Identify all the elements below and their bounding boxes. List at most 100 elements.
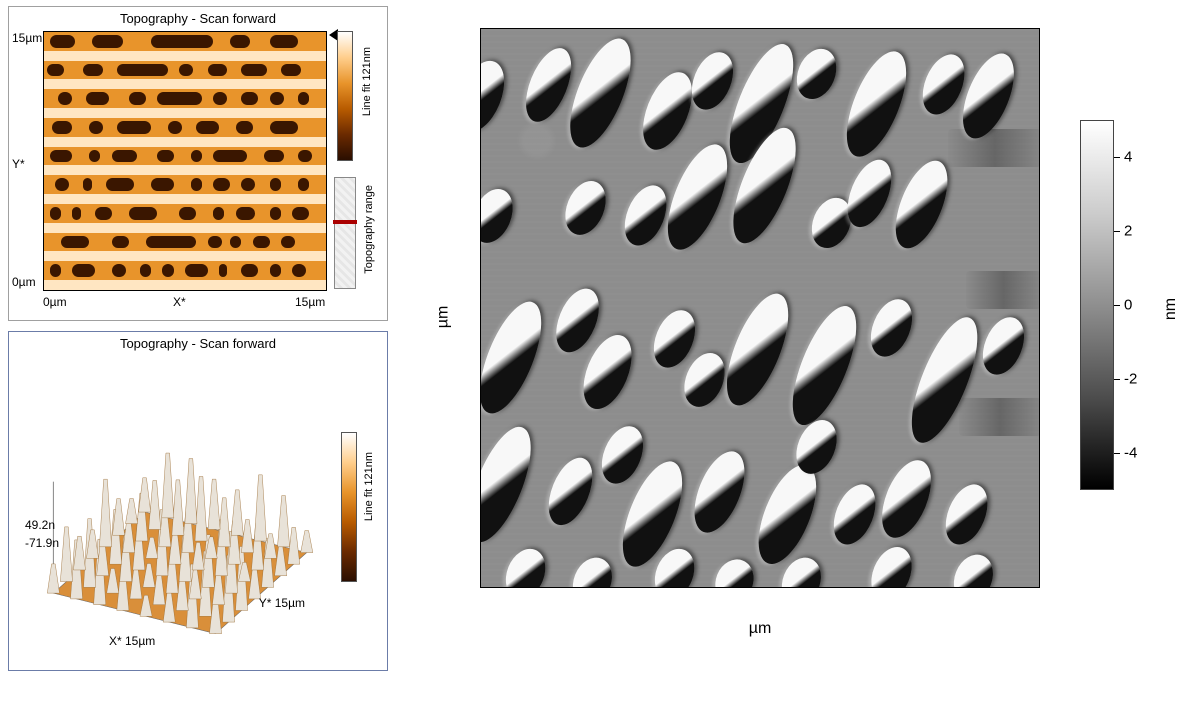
topo2d-dash (219, 264, 227, 277)
grey-xtick (929, 587, 930, 588)
topo2d-dash (112, 264, 126, 277)
grey-cbar-tick (1114, 379, 1120, 380)
topo2d-dash (50, 35, 75, 48)
topo2d-dash (241, 64, 266, 77)
topo3d-colorbar-label: Line fit 121nm (363, 452, 375, 521)
topo3d-xaxis-label: X* 15µm (109, 634, 155, 648)
greyscale-plot-area: 0246810121402468101214 (480, 28, 1040, 588)
topo2d-dash (92, 35, 123, 48)
topo2d-row (44, 233, 326, 262)
grey-ytick (480, 365, 481, 366)
scan-streak (948, 129, 1040, 167)
topo2d-dash (270, 178, 281, 191)
topo2d-row (44, 261, 326, 290)
topo2d-dash (117, 64, 168, 77)
scan-streak (966, 271, 1040, 309)
topography-3d-panel: Topography - Scan forward 49.2n -71.9n X… (8, 331, 388, 671)
grey-colorbar-unit: nm (1162, 298, 1180, 320)
topo2d-ytick-0: 0µm (12, 275, 36, 289)
topo2d-dash (151, 178, 174, 191)
topo2d-row (44, 204, 326, 233)
topo2d-row (44, 147, 326, 176)
grey-xtick (780, 587, 781, 588)
topo2d-dash (157, 92, 202, 105)
topo2d-ytick-1: 15µm (12, 31, 42, 45)
grey-cbar-tick-label: -2 (1124, 371, 1137, 388)
grey-xtick (481, 587, 482, 588)
topo2d-dash (179, 207, 196, 220)
topo3d-yaxis-label: Y* 15µm (259, 596, 305, 610)
topo2d-row (44, 175, 326, 204)
topo2d-dash (191, 178, 202, 191)
topo2d-dash (112, 150, 137, 163)
topo2d-dash (50, 207, 61, 220)
topo2d-dash (208, 64, 228, 77)
topo2d-dash (241, 264, 258, 277)
topo2d-dash (236, 121, 253, 134)
topo2d-colorbar (337, 31, 353, 161)
topo2d-dash (168, 121, 182, 134)
topo2d-dash (162, 264, 173, 277)
topo2d-ylabel: Y* (12, 157, 25, 171)
topo2d-dash (146, 236, 197, 249)
grey-xtick (705, 587, 706, 588)
topo2d-dash (117, 121, 151, 134)
topo2d-row (44, 32, 326, 61)
topo2d-dash (264, 150, 284, 163)
grey-ylabel: µm (434, 306, 452, 329)
topo2d-dash (230, 35, 250, 48)
topo2d-dash (89, 121, 103, 134)
topo2d-row (44, 89, 326, 118)
topo2d-dash (213, 207, 224, 220)
topo2d-range-bar (334, 177, 356, 289)
grey-cbar-tick-label: -4 (1124, 445, 1137, 462)
topography-2d-panel: Topography - Scan forward 0µm 15µm Y* 0µ… (8, 6, 388, 321)
topo2d-dash (213, 178, 230, 191)
topo2d-dash (270, 92, 284, 105)
topo2d-dash (270, 264, 281, 277)
topo3d-zlabel-top: 49.2n (25, 518, 55, 532)
topo2d-range-label: Topography range (363, 185, 375, 274)
topo3d-plot-area: 49.2n -71.9n X* 15µm Y* 15µm (23, 358, 327, 656)
topo2d-dash (179, 64, 193, 77)
topo2d-dash (112, 236, 129, 249)
topo2d-dash (292, 264, 306, 277)
topo2d-dash (52, 121, 72, 134)
topo2d-dash (253, 236, 270, 249)
grey-cbar-tick (1114, 231, 1120, 232)
topo2d-dash (129, 207, 157, 220)
grey-ytick (480, 216, 481, 217)
topo2d-dash (95, 207, 112, 220)
topo2d-xtick-1: 15µm (295, 295, 325, 309)
grey-xtick (556, 587, 557, 588)
topo2d-dash (185, 264, 208, 277)
grey-xlabel: µm (749, 620, 772, 726)
topo2d-dash (241, 178, 255, 191)
grey-cbar-tick-label: 2 (1124, 223, 1132, 240)
topo3d-svg (23, 358, 327, 656)
topo2d-dash (208, 236, 222, 249)
topo2d-dash (151, 35, 213, 48)
grey-colorbar-wrap: -4-2024 (1080, 120, 1114, 490)
topo2d-dash (47, 64, 64, 77)
grey-xtick (854, 587, 855, 588)
topo2d-dash (83, 64, 103, 77)
topo2d-dash (270, 121, 298, 134)
topo2d-dash (213, 150, 247, 163)
topo2d-dash (270, 207, 281, 220)
range-marker-icon (333, 220, 357, 224)
scan-streak (959, 398, 1040, 436)
topo2d-dash (191, 150, 202, 163)
topo3d-title: Topography - Scan forward (9, 332, 387, 353)
topo2d-xtick-0: 0µm (43, 295, 67, 309)
topo2d-dash (298, 150, 312, 163)
topo2d-title: Topography - Scan forward (9, 7, 387, 28)
greyscale-plot-panel: 0246810121402468101214 µm µm (430, 8, 1060, 678)
topo2d-dash (55, 178, 69, 191)
grey-cbar-tick-label: 0 (1124, 297, 1132, 314)
topo2d-dash (89, 150, 100, 163)
grey-ytick (480, 290, 481, 291)
grey-cbar-tick-label: 4 (1124, 149, 1132, 166)
grey-ytick (480, 141, 481, 142)
grey-cbar-tick (1114, 305, 1120, 306)
